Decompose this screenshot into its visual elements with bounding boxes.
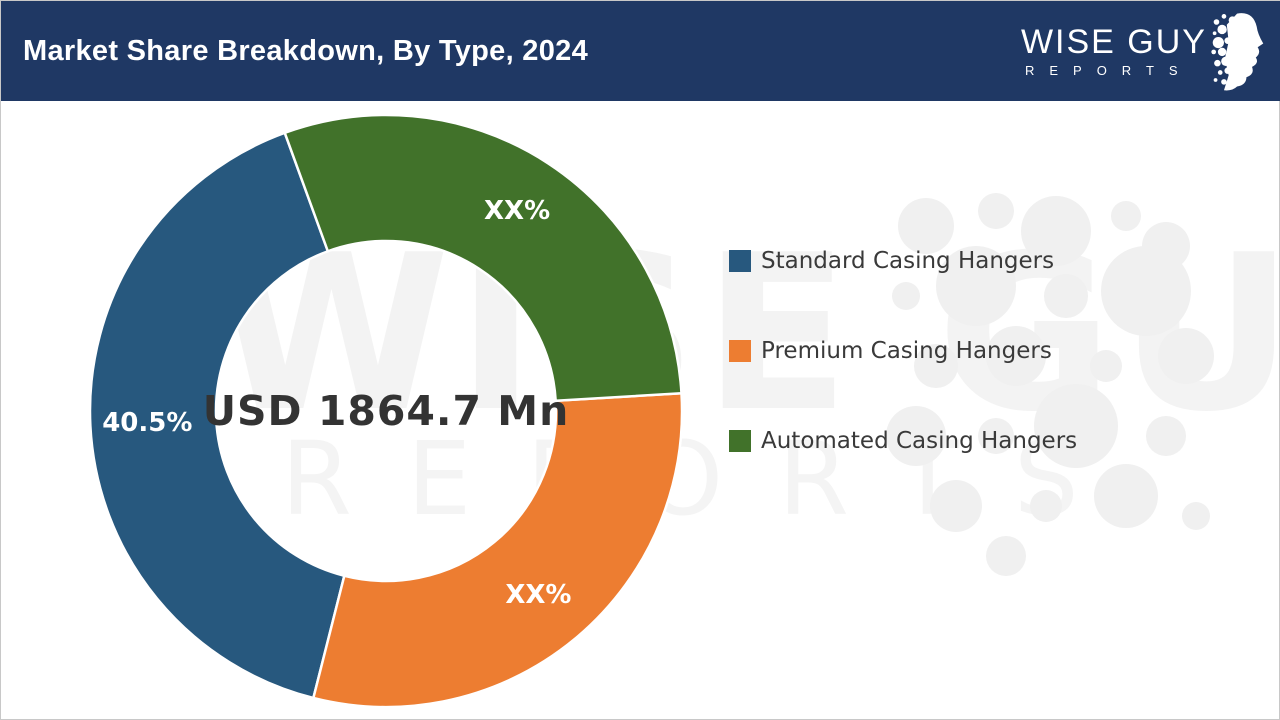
- slice-percentage-label: XX%: [505, 580, 571, 610]
- page-title: Market Share Breakdown, By Type, 2024: [23, 34, 589, 67]
- legend-swatch-standard: [729, 250, 751, 272]
- header-bar: Market Share Breakdown, By Type, 2024 WI…: [1, 1, 1280, 101]
- legend-item-premium: Premium Casing Hangers: [729, 338, 1077, 364]
- legend-swatch-automated: [729, 430, 751, 452]
- logo-face-icon: [1211, 13, 1264, 91]
- slice-premium-casing-hangers: [312, 391, 684, 709]
- logo-wordmark: WISE GUY: [1020, 22, 1207, 61]
- logo-text: WISE GUY REPORTS: [1021, 25, 1207, 78]
- slice-automated-casing-hangers: [283, 113, 683, 403]
- legend-item-automated: Automated Casing Hangers: [729, 428, 1078, 454]
- legend-label: Premium Casing Hangers: [761, 338, 1052, 364]
- legend-label: Automated Casing Hangers: [761, 428, 1078, 454]
- legend-label: Standard Casing Hangers: [761, 248, 1055, 274]
- donut-chart: 40.5% XX% XX%: [88, 113, 684, 709]
- logo-subtitle: REPORTS: [1024, 62, 1193, 78]
- chart-legend: Standard Casing Hangers Premium Casing H…: [729, 248, 1078, 519]
- slice-percentage-label: 40.5%: [102, 408, 192, 438]
- slice-standard-casing-hangers: [88, 131, 346, 700]
- legend-item-standard: Standard Casing Hangers: [729, 248, 1077, 274]
- legend-swatch-premium: [729, 340, 751, 362]
- slice-percentage-label: XX%: [484, 196, 550, 226]
- wise-guy-reports-logo: WISE GUY REPORTS: [1021, 1, 1267, 101]
